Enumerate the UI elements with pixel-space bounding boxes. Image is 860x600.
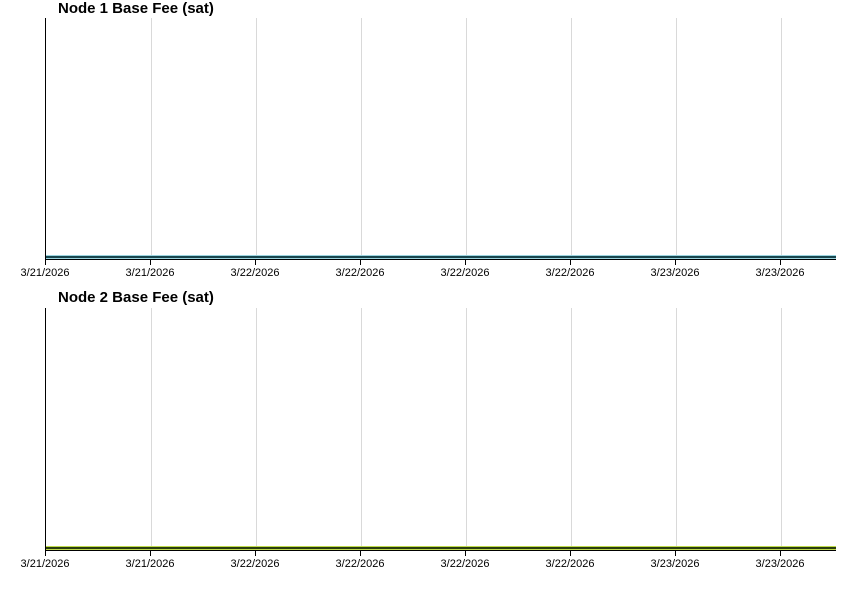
x-axis-label: 3/23/2026 [755,558,805,570]
gridline [361,18,362,259]
x-tick-mark [150,551,151,556]
x-tick-mark [780,551,781,556]
x-axis-label: 3/23/2026 [755,267,805,279]
x-axis-label: 3/22/2026 [230,267,280,279]
x-axis-label: 3/22/2026 [335,267,385,279]
x-axis-label: 3/21/2026 [20,558,70,570]
x-tick-mark [150,260,151,265]
x-tick-mark [570,260,571,265]
gridline [676,18,677,259]
gridline [466,308,467,550]
x-axis-label: 3/22/2026 [440,267,490,279]
x-tick-mark [780,260,781,265]
x-tick-mark [45,551,46,556]
x-axis-label: 3/22/2026 [335,558,385,570]
chart-node1-base-fee: Node 1 Base Fee (sat) 3/21/2026 3/21/2026… [0,0,860,288]
x-axis-label: 3/22/2026 [440,558,490,570]
x-axis-label: 3/21/2026 [125,267,175,279]
x-tick-mark [465,551,466,556]
chart-title: Node 1 Base Fee (sat) [58,0,214,17]
x-axis-label: 3/22/2026 [545,267,595,279]
gridline [571,18,572,259]
plot-area [45,18,836,260]
gridline [151,308,152,550]
gridline [466,18,467,259]
base-fee-line-series [46,255,836,259]
x-tick-mark [360,260,361,265]
chart-title: Node 2 Base Fee (sat) [58,289,214,306]
gridline [781,308,782,550]
x-axis-label: 3/22/2026 [230,558,280,570]
x-tick-mark [465,260,466,265]
x-axis-label: 3/21/2026 [125,558,175,570]
x-axis-ticks [0,260,860,266]
x-axis-labels: 3/21/2026 3/21/2026 3/22/2026 3/22/2026 3/22… [0,558,860,574]
x-tick-mark [255,260,256,265]
x-tick-mark [360,551,361,556]
gridline [676,308,677,550]
base-fee-line-series [46,546,836,550]
x-axis-label: 3/23/2026 [650,558,700,570]
gridline [571,308,572,550]
x-tick-mark [45,260,46,265]
chart-node2-base-fee: Node 2 Base Fee (sat) 3/21/2026 3/21/2026… [0,288,860,588]
x-tick-mark [570,551,571,556]
gridline [361,308,362,550]
x-axis-labels: 3/21/2026 3/21/2026 3/22/2026 3/22/2026 3/22… [0,267,860,283]
gridline [256,18,257,259]
x-axis-label: 3/23/2026 [650,267,700,279]
x-tick-mark [255,551,256,556]
gridline [781,18,782,259]
x-axis-label: 3/22/2026 [545,558,595,570]
x-axis-label: 3/21/2026 [20,267,70,279]
x-axis-ticks [0,551,860,557]
x-tick-mark [675,260,676,265]
x-tick-mark [675,551,676,556]
gridline [151,18,152,259]
gridline [256,308,257,550]
plot-area [45,308,836,551]
